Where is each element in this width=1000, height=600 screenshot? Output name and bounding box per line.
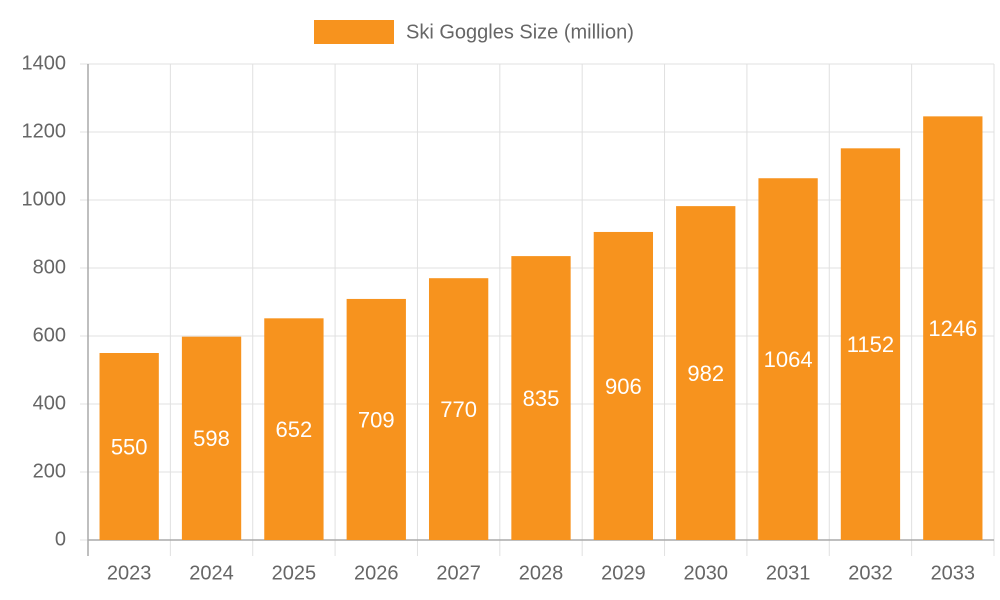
data-label: 598: [193, 426, 230, 451]
y-tick-label: 400: [33, 392, 66, 414]
y-tick-label: 1400: [22, 52, 67, 74]
data-label: 770: [440, 397, 477, 422]
data-label: 906: [605, 374, 642, 399]
x-tick-label: 2028: [519, 562, 564, 584]
data-label: 550: [111, 434, 148, 459]
bar: [758, 178, 818, 541]
bar: [840, 148, 901, 540]
bar: [264, 318, 324, 540]
x-tick-label: 2031: [766, 562, 811, 584]
x-tick-label: 2023: [107, 562, 152, 584]
bar: [511, 256, 571, 540]
bar: [593, 231, 654, 540]
legend-label: Ski Goggles Size (million): [406, 21, 634, 43]
x-tick-label: 2026: [354, 562, 399, 584]
data-label: 709: [358, 407, 395, 432]
bar: [99, 353, 159, 540]
y-tick-label: 1200: [22, 120, 67, 142]
x-tick-label: 2024: [189, 562, 234, 584]
x-tick-label: 2033: [931, 562, 976, 584]
bar: [181, 336, 242, 540]
data-label: 652: [276, 417, 313, 442]
y-tick-label: 600: [33, 324, 66, 346]
data-label: 1246: [928, 316, 977, 341]
legend-swatch: [314, 20, 394, 44]
x-tick-label: 2030: [683, 562, 728, 584]
data-label: 1064: [764, 347, 813, 372]
bar: [676, 206, 736, 540]
y-tick-label: 1000: [22, 188, 67, 210]
x-tick-label: 2025: [272, 562, 317, 584]
bar: [428, 278, 489, 540]
y-tick-label: 800: [33, 256, 66, 278]
data-label: 1152: [847, 332, 894, 357]
bar: [346, 298, 406, 540]
data-label: 835: [523, 386, 560, 411]
x-tick-label: 2027: [436, 562, 481, 584]
y-tick-label: 200: [33, 460, 66, 482]
x-tick-label: 2029: [601, 562, 646, 584]
data-label: 982: [687, 361, 724, 386]
bar: [923, 116, 983, 541]
x-tick-label: 2032: [848, 562, 893, 584]
y-tick-label: 0: [55, 528, 66, 550]
